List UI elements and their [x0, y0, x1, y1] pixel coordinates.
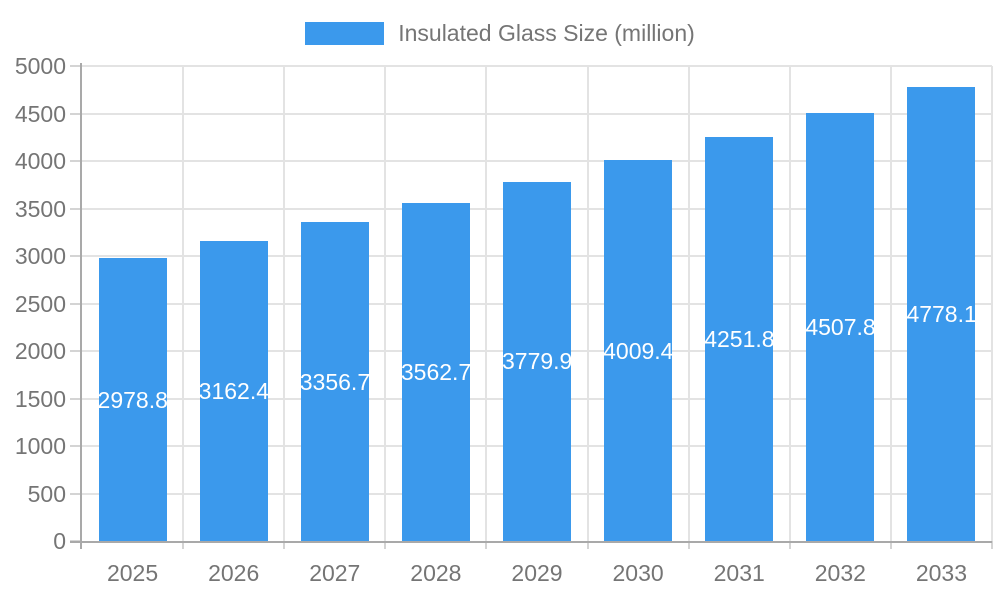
y-axis-line — [80, 63, 82, 549]
y-axis-tick-label: 3500 — [14, 195, 66, 222]
x-axis-tick-label: 2028 — [410, 560, 462, 586]
x-axis-tick-label: 2026 — [208, 560, 260, 586]
y-axis-tick — [70, 302, 82, 305]
x-axis-tick — [687, 541, 690, 549]
y-axis-tick-label: 2500 — [14, 290, 66, 317]
gridline-vertical — [991, 66, 993, 541]
x-axis-tick-label: 2031 — [713, 560, 765, 586]
legend-label: Insulated Glass Size (million) — [398, 20, 695, 46]
bar — [98, 258, 167, 541]
gridline-vertical — [283, 66, 286, 541]
legend-swatch — [305, 21, 385, 45]
y-axis-tick — [70, 492, 82, 495]
bar-value-label: 4009.4 — [603, 337, 674, 364]
y-axis-tick — [70, 65, 82, 67]
x-axis-tick — [586, 541, 589, 549]
legend: Insulated Glass Size (million) — [0, 20, 1000, 46]
x-axis-tick — [384, 541, 387, 549]
y-axis-tick — [70, 112, 82, 115]
x-axis-tick — [991, 541, 993, 549]
y-axis-tick-label: 1500 — [14, 385, 66, 412]
bar-value-label: 4507.8 — [805, 313, 876, 340]
gridline-horizontal — [82, 112, 992, 115]
gridline-vertical — [889, 66, 892, 541]
gridline-vertical — [384, 66, 387, 541]
x-axis-tick — [788, 541, 791, 549]
x-axis-line — [70, 541, 992, 543]
bar-value-label: 4251.8 — [704, 326, 775, 353]
gridline-horizontal — [82, 65, 992, 67]
y-axis-tick — [70, 160, 82, 162]
x-axis-tick-label: 2027 — [309, 560, 361, 586]
x-axis-tick-label: 2033 — [915, 560, 968, 586]
gridline-vertical — [485, 66, 488, 541]
bar — [907, 87, 976, 541]
x-axis-tick-label: 2025 — [106, 560, 159, 586]
y-axis-tick-label: 2000 — [14, 338, 66, 364]
bar-value-label: 3779.9 — [502, 348, 573, 375]
gridline-vertical — [586, 66, 589, 541]
y-axis-tick-label: 0 — [53, 528, 66, 554]
x-axis-tick — [485, 541, 488, 549]
gridline-vertical — [687, 66, 690, 541]
y-axis-tick-label: 3000 — [14, 243, 66, 269]
y-axis-tick — [70, 207, 82, 210]
bar-value-label: 3562.7 — [400, 358, 472, 385]
bar — [705, 137, 774, 541]
y-axis-tick-label: 4500 — [14, 100, 66, 127]
x-axis-tick-label: 2029 — [511, 560, 563, 586]
bar-value-label: 3162.4 — [198, 377, 270, 404]
bar — [300, 222, 369, 541]
gridline-horizontal — [82, 160, 992, 162]
x-axis-tick-label: 2030 — [612, 560, 664, 586]
y-axis-tick-label: 5000 — [14, 53, 66, 79]
y-axis-tick-label: 4000 — [14, 148, 66, 174]
y-axis-tick — [70, 445, 82, 447]
bar — [503, 181, 571, 541]
x-axis-tick-label: 2032 — [814, 560, 866, 586]
bar — [604, 160, 673, 541]
gridline-vertical — [788, 66, 791, 541]
bar — [401, 202, 470, 541]
y-axis-tick — [70, 255, 82, 257]
x-axis-tick — [283, 541, 286, 549]
y-axis-tick-label: 1000 — [14, 433, 66, 459]
x-axis-tick — [182, 541, 185, 549]
gridline-vertical — [182, 66, 185, 541]
bar — [199, 240, 268, 541]
bar-value-label: 2978.8 — [97, 386, 168, 413]
bar-value-label: 4778.1 — [906, 301, 977, 328]
bar — [806, 112, 875, 541]
y-axis-tick — [70, 350, 82, 352]
legend-item[interactable]: Insulated Glass Size (million) — [305, 20, 695, 46]
y-axis-tick — [70, 397, 82, 400]
bar-value-label: 3356.7 — [299, 368, 371, 395]
y-axis-tick-label: 500 — [27, 480, 66, 507]
x-axis-tick — [889, 541, 892, 549]
